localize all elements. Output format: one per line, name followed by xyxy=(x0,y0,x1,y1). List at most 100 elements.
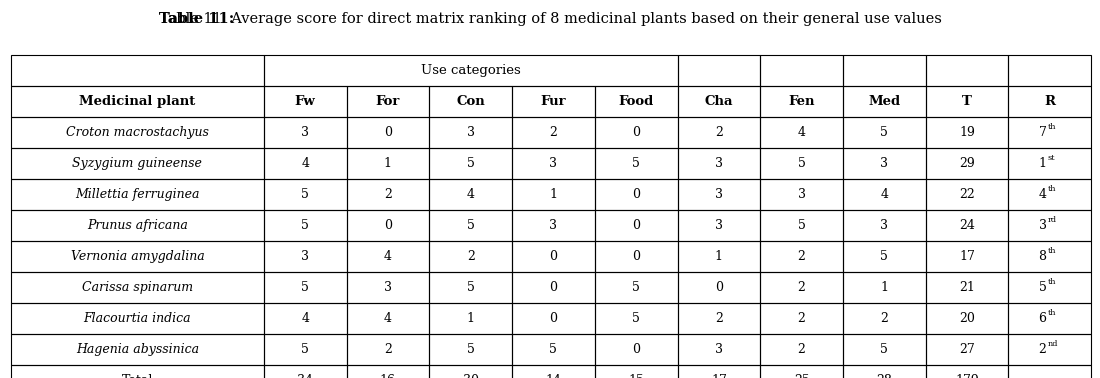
Bar xyxy=(678,241,760,272)
Text: 3: 3 xyxy=(549,219,558,232)
Bar xyxy=(512,334,595,365)
Bar xyxy=(843,334,926,365)
Text: 2: 2 xyxy=(550,126,558,139)
Bar xyxy=(595,179,678,210)
Bar xyxy=(346,303,429,334)
Bar xyxy=(346,148,429,179)
Text: 3: 3 xyxy=(798,188,805,201)
Bar xyxy=(760,241,843,272)
Text: 3: 3 xyxy=(880,219,889,232)
Bar xyxy=(760,210,843,241)
Text: 2: 2 xyxy=(798,343,805,356)
Text: Croton macrostachyus: Croton macrostachyus xyxy=(66,126,209,139)
Text: 4: 4 xyxy=(466,188,475,201)
Bar xyxy=(11,210,264,241)
Text: 29: 29 xyxy=(959,157,975,170)
Bar xyxy=(264,179,346,210)
Text: 3: 3 xyxy=(715,188,723,201)
Bar xyxy=(678,148,760,179)
Bar xyxy=(843,86,926,117)
Text: th: th xyxy=(1047,123,1056,131)
Text: Millettia ferruginea: Millettia ferruginea xyxy=(75,188,200,201)
Bar xyxy=(429,148,512,179)
Bar xyxy=(1009,55,1091,86)
Bar xyxy=(264,86,346,117)
Text: T: T xyxy=(962,95,972,108)
Bar xyxy=(760,179,843,210)
Bar xyxy=(264,303,346,334)
Text: 5: 5 xyxy=(466,219,474,232)
Bar xyxy=(264,55,678,86)
Text: 3: 3 xyxy=(549,157,558,170)
Text: 5: 5 xyxy=(550,343,558,356)
Text: 15: 15 xyxy=(628,374,645,378)
Text: Vernonia amygdalina: Vernonia amygdalina xyxy=(70,250,205,263)
Text: 5: 5 xyxy=(880,250,889,263)
Bar xyxy=(11,241,264,272)
Text: Fen: Fen xyxy=(789,95,815,108)
Text: 3: 3 xyxy=(466,126,475,139)
Bar xyxy=(346,86,429,117)
Bar xyxy=(512,210,595,241)
Text: 30: 30 xyxy=(463,374,478,378)
Text: 5: 5 xyxy=(1038,281,1046,294)
Text: Carissa spinarum: Carissa spinarum xyxy=(81,281,192,294)
Bar xyxy=(843,241,926,272)
Bar xyxy=(264,117,346,148)
Text: 17: 17 xyxy=(711,374,727,378)
Text: st: st xyxy=(1047,154,1055,162)
Text: Fur: Fur xyxy=(540,95,566,108)
Bar xyxy=(678,210,760,241)
Text: 3: 3 xyxy=(715,343,723,356)
Text: 0: 0 xyxy=(632,250,640,263)
Bar xyxy=(1009,117,1091,148)
Text: Flacourtia indica: Flacourtia indica xyxy=(84,312,191,325)
Text: 3: 3 xyxy=(880,157,889,170)
Text: 8: 8 xyxy=(1038,250,1046,263)
Text: th: th xyxy=(1047,185,1056,193)
Bar xyxy=(512,303,595,334)
Bar xyxy=(926,179,1009,210)
Text: Con: Con xyxy=(456,95,485,108)
Text: 5: 5 xyxy=(466,281,474,294)
Bar xyxy=(1009,303,1091,334)
Text: 0: 0 xyxy=(715,281,723,294)
Bar xyxy=(346,272,429,303)
Text: 2: 2 xyxy=(715,312,723,325)
Bar xyxy=(595,148,678,179)
Bar xyxy=(429,86,512,117)
Bar xyxy=(11,334,264,365)
Bar xyxy=(843,210,926,241)
Bar xyxy=(512,117,595,148)
Text: 2: 2 xyxy=(715,126,723,139)
Text: 3: 3 xyxy=(301,126,309,139)
Text: 3: 3 xyxy=(715,219,723,232)
Text: 22: 22 xyxy=(959,188,975,201)
Text: 14: 14 xyxy=(546,374,561,378)
Text: 5: 5 xyxy=(301,219,309,232)
Bar xyxy=(843,303,926,334)
Bar xyxy=(926,117,1009,148)
Bar xyxy=(926,272,1009,303)
Text: 0: 0 xyxy=(632,219,640,232)
Text: Table 11:: Table 11: xyxy=(158,12,234,26)
Bar xyxy=(595,210,678,241)
Text: 0: 0 xyxy=(549,312,558,325)
Text: 34: 34 xyxy=(297,374,313,378)
Text: 1: 1 xyxy=(1038,157,1046,170)
Bar xyxy=(926,210,1009,241)
Bar xyxy=(926,334,1009,365)
Bar xyxy=(843,272,926,303)
Bar xyxy=(595,86,678,117)
Text: 21: 21 xyxy=(959,281,975,294)
Bar xyxy=(11,179,264,210)
Bar xyxy=(1009,148,1091,179)
Bar xyxy=(11,272,264,303)
Bar xyxy=(264,334,346,365)
Text: th: th xyxy=(1047,247,1056,255)
Text: 1: 1 xyxy=(549,188,558,201)
Text: 4: 4 xyxy=(880,188,889,201)
Bar xyxy=(926,86,1009,117)
Bar xyxy=(429,117,512,148)
Text: 2: 2 xyxy=(798,250,805,263)
